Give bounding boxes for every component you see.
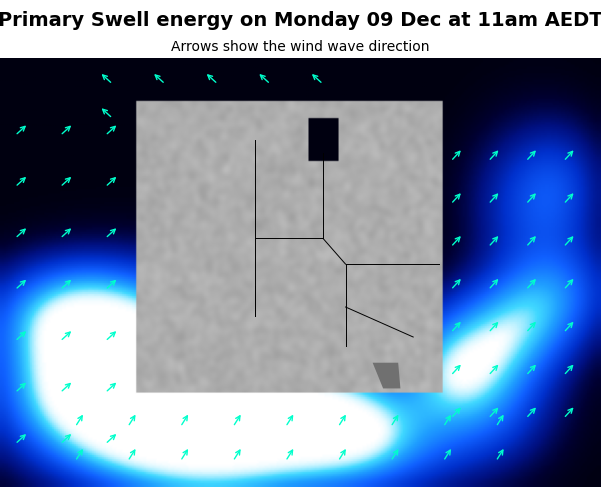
Polygon shape (373, 363, 400, 389)
Text: Primary Swell energy on Monday 09 Dec at 11am AEDT: Primary Swell energy on Monday 09 Dec at… (0, 11, 601, 30)
Text: Arrows show the wind wave direction: Arrows show the wind wave direction (171, 40, 430, 54)
